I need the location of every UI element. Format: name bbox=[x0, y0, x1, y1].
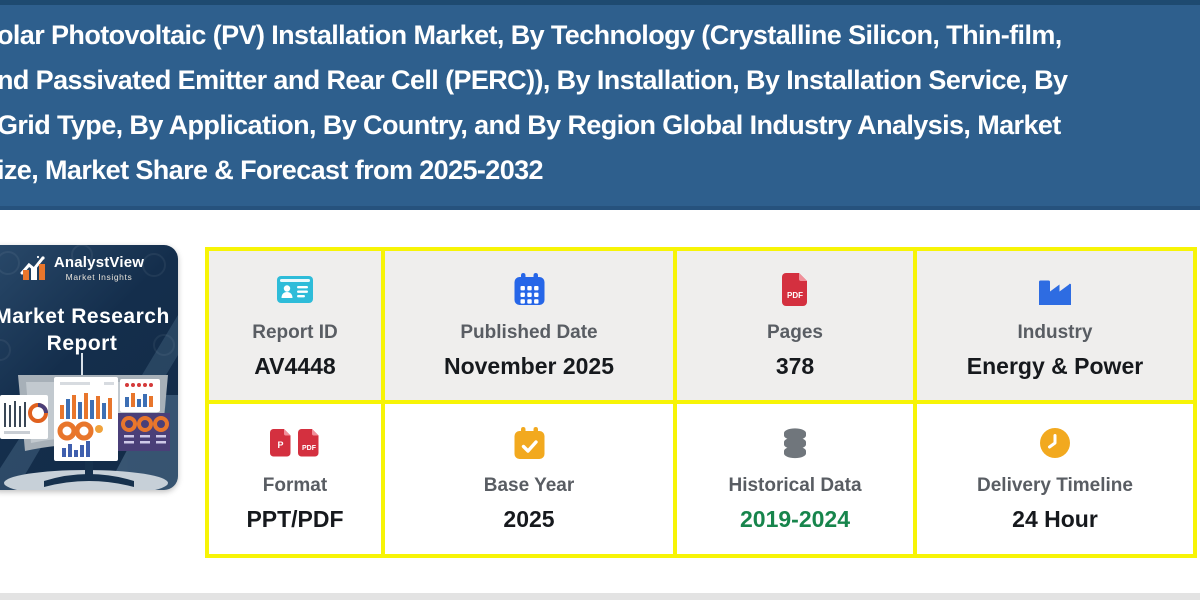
format-cell: P PDF Format PPT/PDF bbox=[209, 404, 381, 554]
report-cover-thumbnail: AnalystView Market Insights Market Resea… bbox=[0, 245, 178, 490]
historical-data-label: Historical Data bbox=[728, 475, 862, 496]
banner-bottom-edge bbox=[0, 206, 1200, 210]
analystview-logo-icon bbox=[20, 256, 45, 281]
published-date-label: Published Date bbox=[460, 321, 598, 343]
report-id-value: AV4448 bbox=[254, 352, 336, 379]
brand-tagline: Market Insights bbox=[65, 272, 133, 282]
industry-value: Energy & Power bbox=[966, 352, 1144, 379]
calendar-check-icon bbox=[514, 425, 545, 461]
factory-icon bbox=[1037, 272, 1073, 308]
base-year-label: Base Year bbox=[483, 475, 575, 496]
clock-icon bbox=[1039, 425, 1071, 461]
svg-text:PDF: PDF bbox=[787, 291, 803, 300]
historical-data-value: 2019-2024 bbox=[740, 506, 850, 532]
industry-cell: Industry Energy & Power bbox=[917, 251, 1193, 400]
report-meta-grid: Report ID AV4448 Published Date November… bbox=[205, 247, 1197, 558]
report-title-line: nd Passivated Emitter and Rear Cell (PER… bbox=[0, 65, 1068, 95]
cover-title: Market Research Report bbox=[0, 303, 178, 357]
report-title-line: ize, Market Share & Forecast from 2025-2… bbox=[0, 155, 544, 185]
ppt-file-icon: P bbox=[270, 429, 291, 457]
delivery-timeline-value: 24 Hour bbox=[1012, 506, 1098, 532]
pages-value: 378 bbox=[775, 352, 815, 379]
cover-title-line1: Market Research bbox=[0, 305, 170, 328]
banner-top-edge bbox=[0, 0, 1200, 5]
delivery-timeline-cell: Delivery Timeline 24 Hour bbox=[917, 404, 1193, 554]
report-title-line: olar Photovoltaic (PV) Installation Mark… bbox=[0, 20, 1062, 50]
cover-title-line2: Report bbox=[46, 332, 118, 355]
svg-text:PDF: PDF bbox=[302, 445, 317, 452]
analystview-logo: AnalystView Market Insights bbox=[0, 255, 178, 282]
report-id-label: Report ID bbox=[252, 321, 338, 343]
report-title-line: Grid Type, By Application, By Country, a… bbox=[0, 110, 1061, 140]
pages-cell: PDF Pages 378 bbox=[677, 251, 913, 400]
historical-data-cell: Historical Data 2019-2024 bbox=[677, 404, 913, 554]
pages-label: Pages bbox=[767, 321, 823, 343]
industry-label: Industry bbox=[1017, 321, 1093, 343]
report-id-cell: Report ID AV4448 bbox=[209, 251, 381, 400]
calendar-icon bbox=[514, 272, 545, 308]
base-year-value: 2025 bbox=[503, 506, 555, 532]
report-title: olar Photovoltaic (PV) Installation Mark… bbox=[0, 13, 1200, 193]
published-date-cell: Published Date November 2025 bbox=[385, 251, 673, 400]
brand-name: AnalystView bbox=[53, 254, 145, 271]
report-cover-illustration bbox=[0, 245, 178, 490]
pdf-file-icon: PDF bbox=[781, 272, 809, 308]
ppt-pdf-file-icons: P PDF bbox=[270, 425, 320, 461]
page-bottom-divider bbox=[0, 593, 1200, 600]
id-card-icon bbox=[276, 272, 314, 308]
database-icon bbox=[780, 425, 810, 461]
format-value: PPT/PDF bbox=[246, 506, 344, 532]
format-label: Format bbox=[262, 475, 328, 496]
svg-text:P: P bbox=[277, 440, 283, 450]
base-year-cell: Base Year 2025 bbox=[385, 404, 673, 554]
delivery-timeline-label: Delivery Timeline bbox=[977, 475, 1133, 496]
pdf-file-icon: PDF bbox=[298, 429, 319, 457]
report-title-banner: olar Photovoltaic (PV) Installation Mark… bbox=[0, 0, 1200, 210]
published-date-value: November 2025 bbox=[443, 352, 615, 379]
